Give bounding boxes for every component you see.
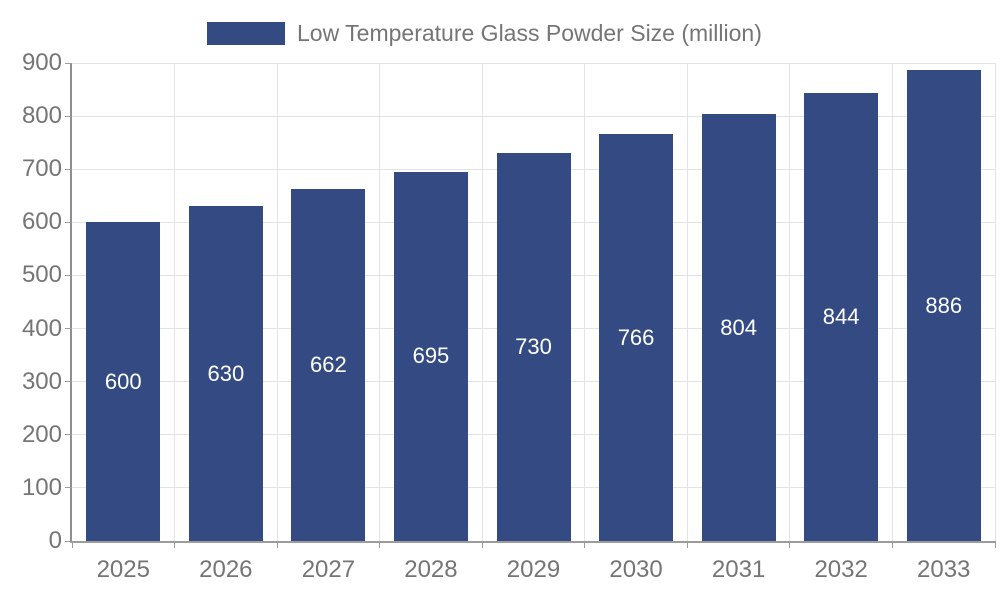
x-tick-label-2027: 2027 (301, 556, 356, 583)
x-tick-label-2025: 2025 (96, 556, 150, 583)
x-tick-label-2028: 2028 (404, 556, 458, 583)
legend-label: Low Temperature Glass Powder Size (milli… (297, 20, 762, 46)
y-tick-label-100: 100 (21, 473, 62, 501)
bar-value-label-2025: 600 (104, 368, 142, 394)
y-tick-mark (65, 115, 72, 117)
y-tick-label-600: 600 (21, 208, 62, 236)
bar-2026[interactable]: 630 (188, 206, 263, 541)
y-tick-label-700: 700 (21, 155, 62, 183)
gridline-y-800 (72, 115, 995, 117)
y-tick-mark (65, 381, 72, 383)
legend-swatch (207, 22, 285, 45)
bar-2025[interactable]: 600 (86, 222, 161, 541)
y-tick-mark (65, 434, 72, 436)
x-tick-mark (174, 541, 176, 548)
bar-2028[interactable]: 695 (393, 171, 468, 541)
gridline-x (276, 63, 278, 541)
x-tick-mark (891, 541, 893, 548)
gridline-x (994, 63, 996, 541)
gridline-x (686, 63, 688, 541)
y-tick-mark (65, 221, 72, 223)
bar-value-label-2028: 695 (412, 343, 450, 369)
y-tick-label-300: 300 (21, 367, 62, 395)
y-axis-line (70, 63, 72, 541)
gridline-x (891, 63, 893, 541)
y-tick-label-900: 900 (21, 49, 62, 76)
y-tick-mark (65, 168, 72, 170)
bar-value-label-2026: 630 (207, 360, 245, 386)
bar-value-label-2032: 844 (822, 303, 860, 329)
x-tick-mark (789, 541, 791, 548)
bar-value-label-2027: 662 (310, 352, 347, 378)
bar-2033[interactable]: 886 (906, 70, 981, 541)
y-tick-mark (65, 540, 72, 542)
y-tick-mark (65, 328, 72, 330)
y-tick-label-400: 400 (21, 314, 62, 342)
y-tick-label-500: 500 (21, 261, 62, 289)
bar-2029[interactable]: 730 (496, 153, 571, 541)
bar-value-label-2033: 886 (925, 292, 963, 318)
x-tick-mark (276, 541, 278, 548)
x-tick-label-2029: 2029 (506, 556, 561, 583)
gridline-x (789, 63, 791, 541)
y-tick-mark (65, 487, 72, 489)
x-tick-label-2030: 2030 (609, 556, 663, 583)
x-tick-mark (379, 541, 381, 548)
gridline-x (481, 63, 483, 541)
gridline-x (584, 63, 586, 541)
bar-value-label-2030: 766 (617, 324, 655, 350)
y-tick-label-800: 800 (21, 102, 62, 130)
plot-area: 600 630 662 695 730 766 804 844 886 (70, 62, 996, 543)
x-axis-line (70, 541, 995, 543)
y-tick-label-200: 200 (21, 420, 62, 448)
gridline-x (174, 63, 176, 541)
bar-2027[interactable]: 662 (291, 189, 366, 541)
bar-value-label-2029: 730 (515, 334, 552, 360)
x-tick-mark (686, 541, 688, 548)
x-tick-label-2033: 2033 (917, 556, 971, 583)
gridline-y-900 (72, 62, 995, 64)
bar-2032[interactable]: 844 (804, 92, 879, 541)
x-tick-label-2031: 2031 (711, 556, 766, 583)
x-tick-mark (584, 541, 586, 548)
bar-2031[interactable]: 804 (701, 114, 776, 541)
bar-2030[interactable]: 766 (599, 134, 674, 541)
gridline-x (379, 63, 381, 541)
x-tick-mark (71, 541, 73, 548)
x-tick-mark (481, 541, 483, 548)
bar-value-label-2031: 804 (720, 314, 757, 340)
x-tick-mark (994, 541, 996, 548)
y-tick-label-0: 0 (48, 527, 62, 554)
y-tick-mark (65, 274, 72, 276)
legend-item[interactable]: Low Temperature Glass Powder Size (milli… (207, 20, 762, 47)
x-tick-label-2026: 2026 (199, 556, 253, 583)
x-tick-label-2032: 2032 (814, 556, 868, 583)
y-tick-mark (65, 62, 72, 64)
